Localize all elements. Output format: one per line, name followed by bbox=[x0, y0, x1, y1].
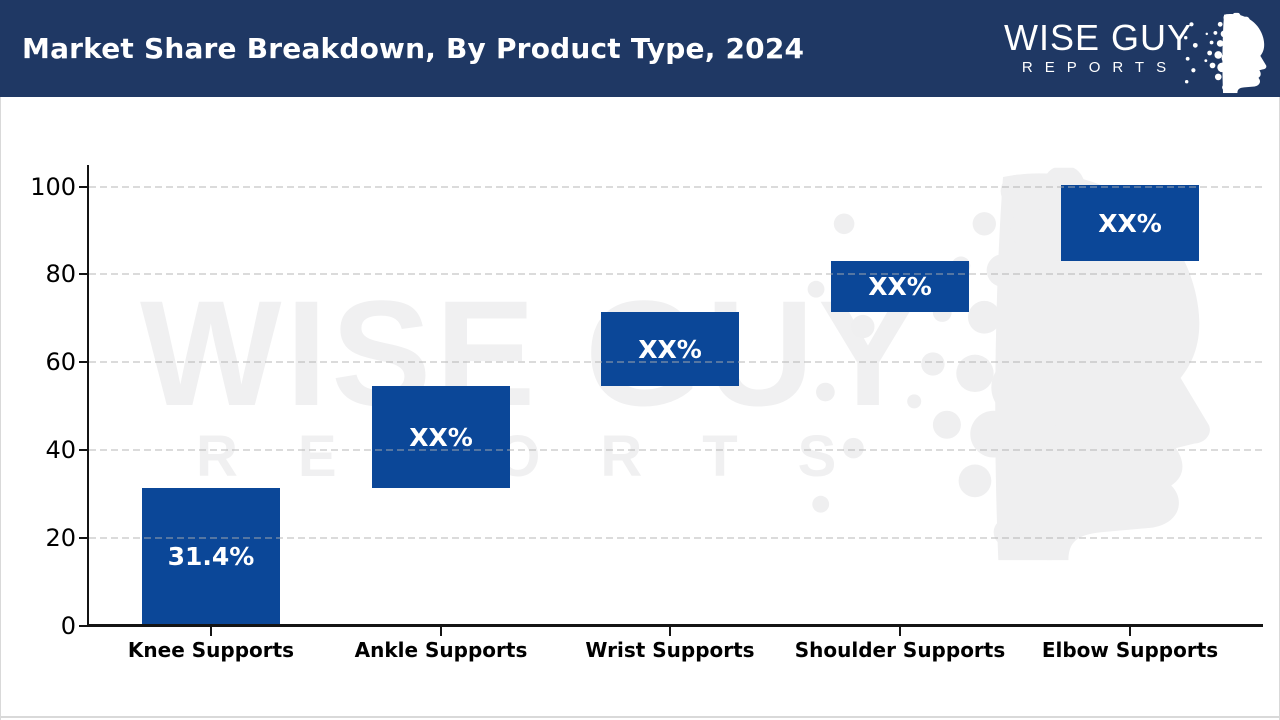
watermark-wordmark: WISE GUY bbox=[140, 269, 923, 437]
bar: 31.4% bbox=[142, 487, 280, 626]
bar-value-label: XX% bbox=[1098, 208, 1162, 238]
x-tick-mark bbox=[899, 627, 901, 636]
y-tick-mark bbox=[79, 273, 88, 276]
bar-value-label: XX% bbox=[409, 422, 473, 452]
logo-wordmark: WISE GUY bbox=[1003, 17, 1192, 58]
x-axis-label: Knee Supports bbox=[127, 638, 295, 662]
y-tick-label: 100 bbox=[30, 172, 76, 201]
chart-header: Market Share Breakdown, By Product Type,… bbox=[0, 0, 1280, 97]
page-border-bottom bbox=[0, 716, 1280, 718]
y-tick-label: 60 bbox=[45, 348, 76, 377]
watermark-subtext: REPORTS bbox=[196, 424, 897, 489]
x-tick-mark bbox=[210, 627, 212, 636]
y-tick-label: 0 bbox=[60, 612, 76, 640]
gridline bbox=[89, 273, 1262, 276]
y-tick-mark bbox=[79, 361, 88, 364]
wiseguy-logo: WISE GUY REPORTS bbox=[1004, 12, 1268, 94]
bar-value-label: XX% bbox=[868, 271, 932, 301]
gridline bbox=[89, 449, 1262, 452]
gridline bbox=[89, 361, 1262, 364]
wiseguy-head-icon bbox=[1180, 12, 1268, 94]
logo-subtext: REPORTS bbox=[1021, 59, 1179, 76]
gridline bbox=[89, 537, 1262, 540]
y-tick-label: 40 bbox=[45, 436, 76, 465]
bar: XX% bbox=[831, 261, 969, 312]
x-axis-baseline bbox=[87, 624, 1263, 627]
x-tick-mark bbox=[1129, 627, 1131, 636]
gridline bbox=[89, 185, 1262, 188]
y-tick-mark bbox=[79, 537, 88, 540]
x-tick-mark bbox=[669, 627, 671, 636]
x-axis-label: Elbow Supports bbox=[1041, 638, 1219, 662]
bar: XX% bbox=[372, 386, 510, 488]
y-axis-spine bbox=[87, 165, 89, 627]
x-axis-label: Ankle Supports bbox=[354, 638, 528, 662]
bar: XX% bbox=[601, 311, 739, 387]
page-border-left bbox=[0, 97, 1, 720]
chart-title: Market Share Breakdown, By Product Type,… bbox=[22, 32, 805, 65]
x-axis-label: Wrist Supports bbox=[585, 638, 755, 662]
bar-value-label: 31.4% bbox=[167, 542, 255, 572]
logo-text: WISE GUY REPORTS bbox=[1003, 17, 1192, 77]
y-tick-label: 80 bbox=[45, 260, 76, 289]
y-tick-label: 20 bbox=[45, 524, 76, 553]
y-tick-mark bbox=[79, 449, 88, 452]
x-tick-mark bbox=[440, 627, 442, 636]
bar: XX% bbox=[1061, 185, 1199, 262]
y-tick-mark bbox=[79, 185, 88, 188]
bar-value-label: XX% bbox=[638, 334, 702, 364]
y-tick-mark bbox=[79, 625, 88, 627]
x-axis-label: Shoulder Supports bbox=[794, 638, 1006, 662]
